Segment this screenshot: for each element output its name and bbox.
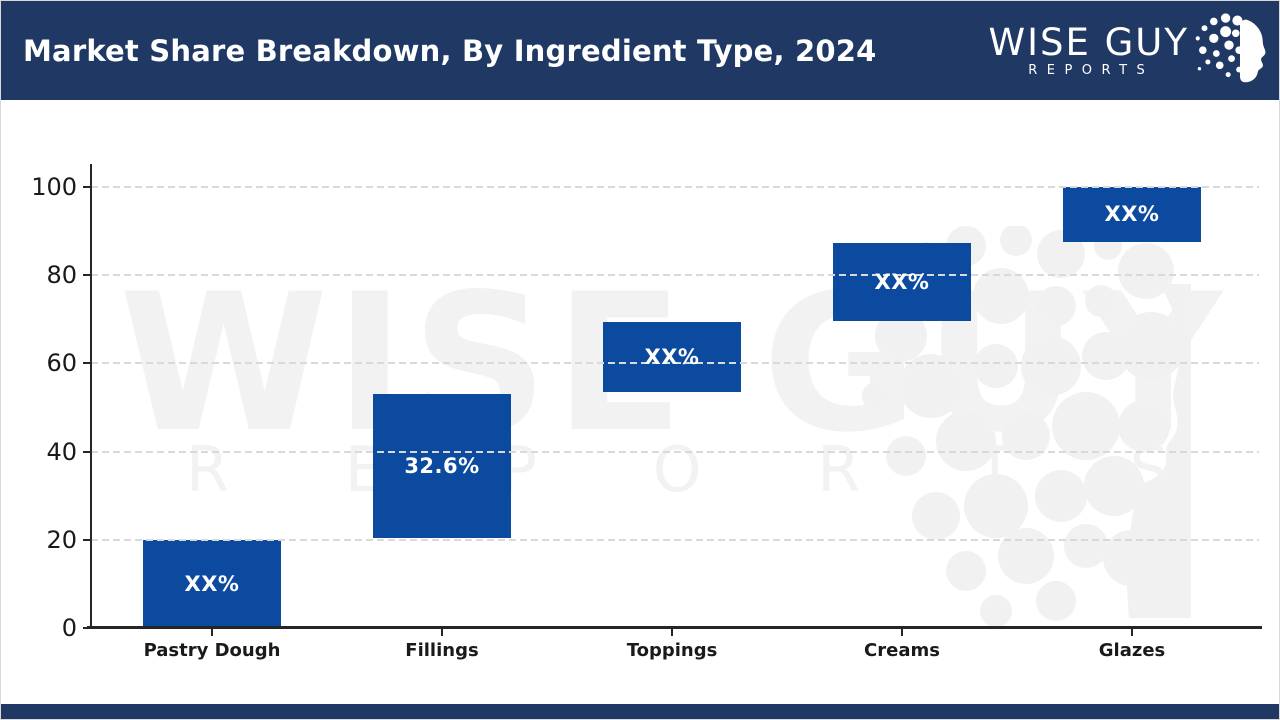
y-tick-label-100: 100 xyxy=(31,173,77,201)
x-tick-mark xyxy=(671,629,673,636)
y-tick-label-20: 20 xyxy=(46,525,77,554)
bar-value-label: 32.6% xyxy=(404,454,480,479)
brand-dotted-head-icon xyxy=(1195,12,1266,82)
gridline-40 xyxy=(91,450,1259,453)
x-axis-label-glazes: Glazes xyxy=(1098,640,1166,661)
x-axis-label-fillings: Fillings xyxy=(405,640,479,661)
y-tick-mark-20 xyxy=(83,538,91,541)
x-axis-spine xyxy=(87,626,1262,629)
x-axis-label-creams: Creams xyxy=(864,640,940,661)
y-tick-label-60: 60 xyxy=(46,349,77,378)
chart-title: Market Share Breakdown, By Ingredient Ty… xyxy=(23,33,877,68)
brand-logo: WISE GUY REPORTS xyxy=(989,8,1267,94)
x-axis-label-pastry-dough: Pastry Dough xyxy=(143,640,281,661)
bar-fillings xyxy=(373,394,511,539)
y-tick-mark-60 xyxy=(83,362,91,365)
bar-toppings xyxy=(603,322,741,393)
bar-glazes xyxy=(1063,187,1201,242)
bar-value-label: XX% xyxy=(1104,202,1160,227)
bar-value-label: XX% xyxy=(644,345,700,370)
bar-value-label: XX% xyxy=(184,571,240,596)
y-tick-mark-80 xyxy=(83,274,91,277)
bar-creams xyxy=(833,243,971,321)
watermark-dotted-head-icon xyxy=(862,226,1191,626)
x-tick-mark xyxy=(901,629,903,636)
bar-pastry-dough xyxy=(143,539,281,628)
brand-logo-line1: WISE GUY xyxy=(988,21,1189,64)
y-axis-spine xyxy=(90,164,92,629)
footer-bar xyxy=(1,704,1279,719)
x-axis-label-toppings: Toppings xyxy=(626,640,718,661)
gridline-60 xyxy=(91,362,1259,365)
brand-logo-line2: REPORTS xyxy=(1028,63,1155,78)
gridline-80 xyxy=(91,274,1259,277)
x-tick-mark xyxy=(211,629,213,636)
y-tick-label-80: 80 xyxy=(46,261,77,290)
y-tick-label-0: 0 xyxy=(61,614,77,642)
gridline-100 xyxy=(91,186,1259,188)
y-tick-mark-40 xyxy=(83,450,91,453)
gridline-20 xyxy=(91,538,1259,541)
bar-value-label: XX% xyxy=(874,269,930,294)
x-tick-mark xyxy=(1131,629,1133,636)
brand-logo-text: WISE GUY REPORTS xyxy=(989,24,1189,77)
x-tick-mark xyxy=(441,629,443,636)
header-bar: Market Share Breakdown, By Ingredient Ty… xyxy=(1,1,1279,100)
y-tick-mark-100 xyxy=(83,186,91,188)
y-tick-label-40: 40 xyxy=(46,437,77,466)
